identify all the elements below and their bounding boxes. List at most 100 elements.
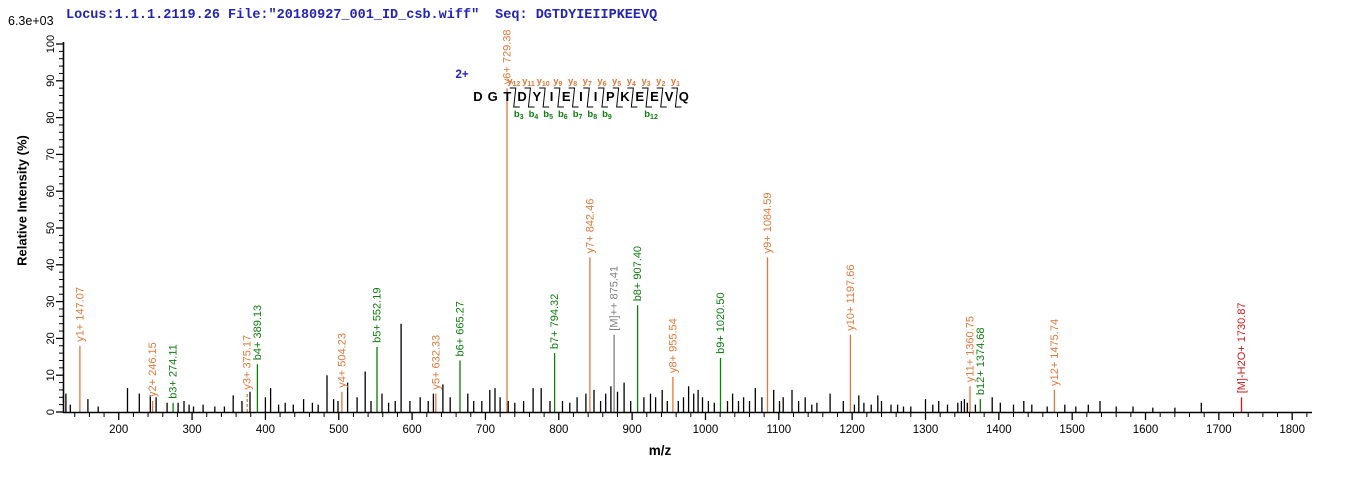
y-tick-label: 50 (45, 222, 57, 234)
x-tick-label: 1000 (693, 424, 719, 436)
seq-value: DGTDYIEIIPKEEVQ (535, 8, 658, 23)
peak-label-y10: y10+ 1197.66 (845, 265, 857, 331)
y-tick-label: 30 (45, 295, 57, 307)
fragment-label-b8: b8 (587, 109, 597, 121)
fragment-label-b5: b5 (543, 109, 553, 121)
fragment-label-y12: y12 (507, 76, 520, 88)
labeled-peaks: y1+ 147.07 y2+ 246.15 b3+ 274.11 y3+ 375.17… (74, 29, 1248, 412)
fragment-label-b4: b4 (529, 109, 539, 121)
x-tick-label: 700 (476, 424, 495, 436)
peak-label-y12: y12+ 1475.74 (1049, 319, 1061, 386)
peak-label-y8: y8+ 955.54 (667, 318, 679, 373)
residue-1: D (473, 89, 482, 104)
cut-mark-10 (612, 87, 623, 108)
peak-label-y11: y11+ 1360.75 (965, 316, 977, 382)
sequence-annotation: 2+D G T D Y I E I I P K E E V Qy12b3y11b4y10b5y9b6y8b7… (455, 69, 688, 121)
x-axis-title: m/z (648, 443, 672, 458)
fragment-label-y4: y4 (627, 76, 636, 88)
peak-label-b7: b7+ 794.32 (549, 294, 561, 349)
peak-label-y3: y3+ 375.17 (242, 335, 254, 390)
cut-mark-4 (524, 87, 535, 108)
x-tick-label: 1200 (839, 424, 865, 436)
peak-label-y1: y1+ 147.07 (74, 287, 86, 342)
fragment-label-y6: y6 (597, 76, 606, 88)
peak-label-MH2O: [M]-H2O+ 1730.87 (1236, 302, 1248, 393)
peak-label-b3: b3+ 274.11 (168, 344, 180, 399)
residue-5: Y (532, 89, 541, 104)
fragment-label-y9: y9 (553, 76, 562, 88)
peak-label-y4: y4+ 504.23 (336, 333, 348, 388)
peak-label-b5: b5+ 552.19 (372, 288, 384, 343)
fragment-label-y10: y10 (537, 76, 550, 88)
residue-6: I (550, 89, 554, 104)
x-axis: 200 300 400 500 600 700 800 900 1000 1100 1200 1300… (63, 411, 1312, 436)
y-tick-label: 10 (45, 369, 57, 381)
peak-label-y5: y5+ 632.33 (430, 335, 442, 390)
residue-7: E (562, 89, 571, 104)
y-tick-label: 20 (45, 332, 57, 344)
noise-peaks (65, 323, 1202, 412)
peak-label-y9: y9+ 1084.59 (762, 193, 774, 254)
residue-2: G (488, 89, 498, 104)
peak-label-b12: b12+ 1374.68 (975, 327, 987, 395)
y-tick-label: 70 (45, 148, 57, 160)
fragment-label-y1: y1 (671, 76, 680, 88)
residue-11: K (620, 89, 630, 104)
residue-9: I (594, 89, 598, 104)
peak-label-b6: b6+ 665.27 (455, 301, 467, 356)
cut-mark-3 (509, 87, 520, 108)
peak-label-b8: b8+ 907.40 (632, 246, 644, 301)
max-intensity-note: 6.3e+03 (8, 14, 54, 28)
x-tick-label: 1400 (986, 424, 1012, 436)
y-tick-label: 100 (45, 35, 57, 53)
x-tick-label: 800 (549, 424, 568, 436)
x-tick-label: 200 (109, 424, 128, 436)
peak-label-b9: b9+ 1020.50 (715, 292, 727, 353)
x-tick-label: 900 (623, 424, 642, 436)
fragment-label-b9: b9 (602, 109, 612, 121)
cut-mark-7 (568, 87, 579, 108)
x-tick-label: 600 (403, 424, 422, 436)
fragment-label-b3: b3 (514, 109, 524, 121)
peak-label-y6: y6+ 729.38 (502, 29, 514, 84)
fragment-label-y5: y5 (612, 76, 621, 88)
y-tick-label: 90 (45, 75, 57, 87)
peak-label-b4: b4+ 389.13 (252, 305, 264, 360)
fragment-label-y7: y7 (583, 76, 592, 88)
x-tick-label: 300 (182, 424, 201, 436)
residue-3: T (503, 89, 511, 104)
fragment-label-b6: b6 (558, 109, 568, 121)
fragment-label-b12: b12 (644, 109, 658, 121)
y-tick-label: 0 (45, 409, 57, 415)
x-tick-label: 1600 (1133, 424, 1159, 436)
x-tick-label: 400 (256, 424, 275, 436)
locus-file-text: Locus:1.1.1.2119.26 File:"20180927_001_I… (66, 8, 480, 23)
cut-mark-13 (656, 87, 667, 108)
y-tick-label: 60 (45, 185, 57, 197)
fragment-label-b7: b7 (573, 109, 583, 121)
x-tick-label: 1100 (766, 424, 791, 436)
seq-label: Seq: (495, 8, 528, 23)
peak-label-M: [M]++ 875.41 (609, 266, 621, 331)
cut-mark-6 (553, 87, 564, 108)
cut-mark-12 (642, 87, 653, 108)
residue-8: I (579, 89, 583, 104)
x-tick-label: 1700 (1206, 424, 1232, 436)
residue-14: V (665, 89, 674, 104)
fragment-label-y8: y8 (568, 76, 577, 88)
y-tick-label: 40 (45, 259, 57, 271)
cut-mark-9 (597, 87, 608, 108)
x-tick-label: 1300 (913, 424, 939, 436)
y-tick-label: 80 (45, 111, 57, 123)
cut-mark-14 (671, 87, 682, 108)
cut-mark-5 (539, 87, 550, 108)
y-axis-title: Relative Intensity (%) (14, 135, 30, 266)
residue-13: E (650, 89, 659, 104)
peak-label-y7: y7+ 842.46 (584, 199, 596, 254)
spectrum-header: Locus:1.1.1.2119.26 File:"20180927_001_I… (66, 8, 657, 23)
fragment-label-y11: y11 (522, 76, 535, 88)
x-tick-label: 1800 (1279, 424, 1305, 436)
cut-mark-11 (627, 87, 638, 108)
